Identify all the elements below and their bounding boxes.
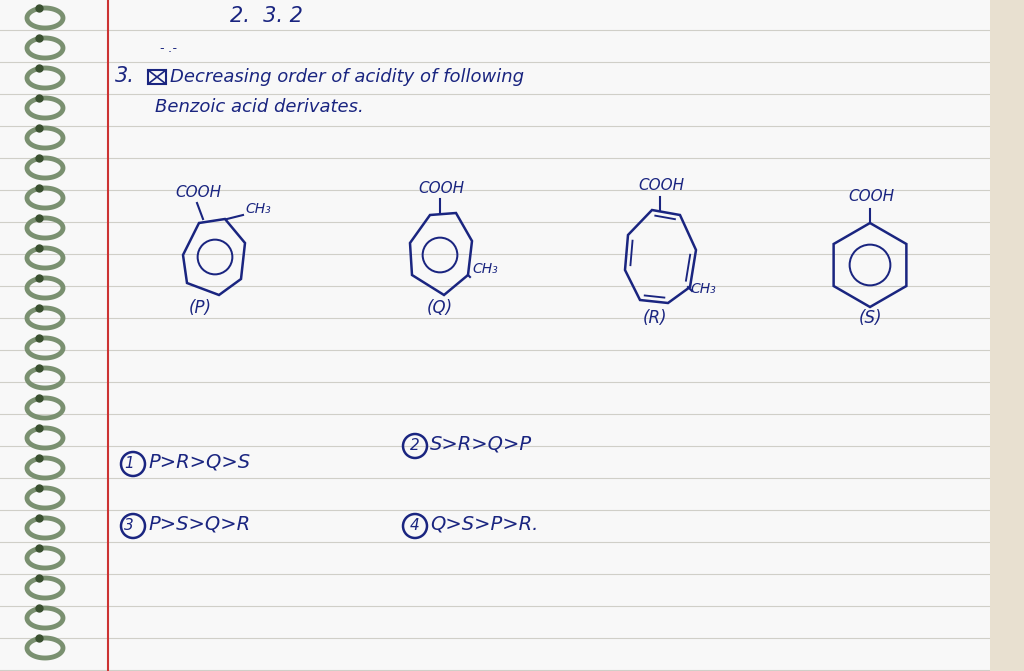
Text: (S): (S)	[858, 309, 882, 327]
Text: 1: 1	[124, 456, 134, 472]
Text: 3.: 3.	[115, 66, 135, 86]
Text: Decreasing order of acidity of following: Decreasing order of acidity of following	[170, 68, 524, 86]
Text: - .-: - .-	[160, 42, 177, 55]
Text: S>R>Q>P: S>R>Q>P	[430, 435, 532, 454]
Text: (P): (P)	[188, 299, 212, 317]
Text: CH₃: CH₃	[690, 282, 716, 296]
Text: P>S>Q>R: P>S>Q>R	[148, 515, 250, 534]
Text: (R): (R)	[643, 309, 668, 327]
Text: COOH: COOH	[638, 178, 684, 193]
Text: 4: 4	[411, 519, 420, 533]
Text: Benzoic acid derivates.: Benzoic acid derivates.	[155, 98, 364, 116]
Text: 3: 3	[124, 519, 134, 533]
Text: COOH: COOH	[848, 189, 894, 204]
Text: 2.  3. 2: 2. 3. 2	[230, 6, 303, 26]
Text: COOH: COOH	[418, 181, 464, 196]
Text: CH₃: CH₃	[472, 262, 498, 276]
Text: 2: 2	[411, 439, 420, 454]
Text: P>R>Q>S: P>R>Q>S	[148, 453, 250, 472]
Text: CH₃: CH₃	[245, 202, 270, 216]
FancyBboxPatch shape	[990, 0, 1024, 671]
Text: Q>S>P>R.: Q>S>P>R.	[430, 515, 539, 534]
Text: COOH: COOH	[175, 185, 221, 200]
Text: (Q): (Q)	[427, 299, 453, 317]
